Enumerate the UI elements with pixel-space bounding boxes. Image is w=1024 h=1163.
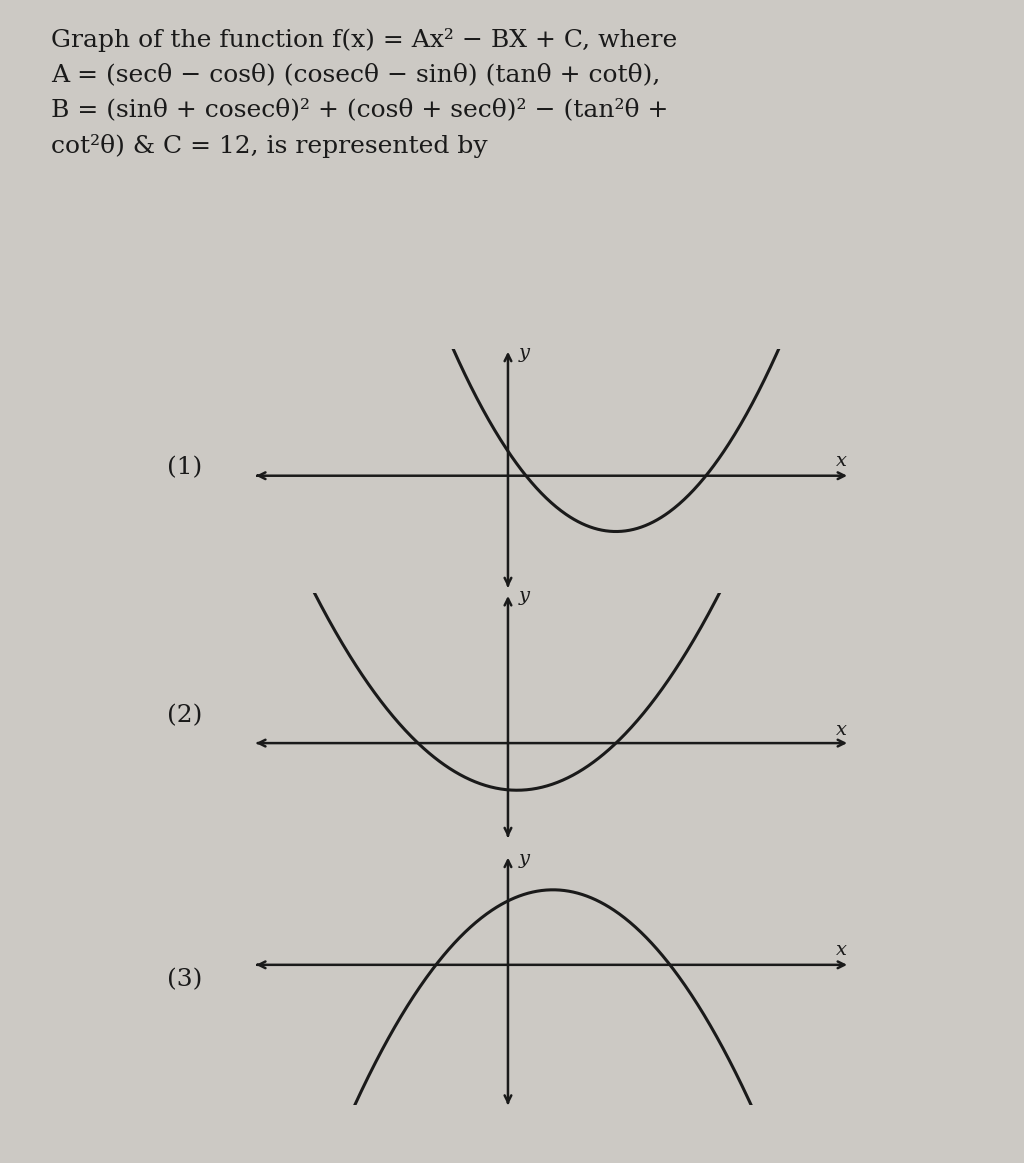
Text: (3): (3): [167, 969, 202, 991]
Text: (2): (2): [167, 704, 202, 727]
Text: x: x: [837, 721, 848, 739]
Text: Graph of the function f(x) = Ax² − BX + C, where
A = (secθ − cosθ) (cosecθ − sin: Graph of the function f(x) = Ax² − BX + …: [51, 28, 678, 158]
Text: y: y: [519, 850, 529, 868]
Text: y: y: [519, 344, 529, 362]
Text: y: y: [519, 587, 529, 605]
Text: x: x: [837, 941, 848, 958]
Text: x: x: [837, 451, 848, 470]
Text: (1): (1): [167, 457, 202, 479]
